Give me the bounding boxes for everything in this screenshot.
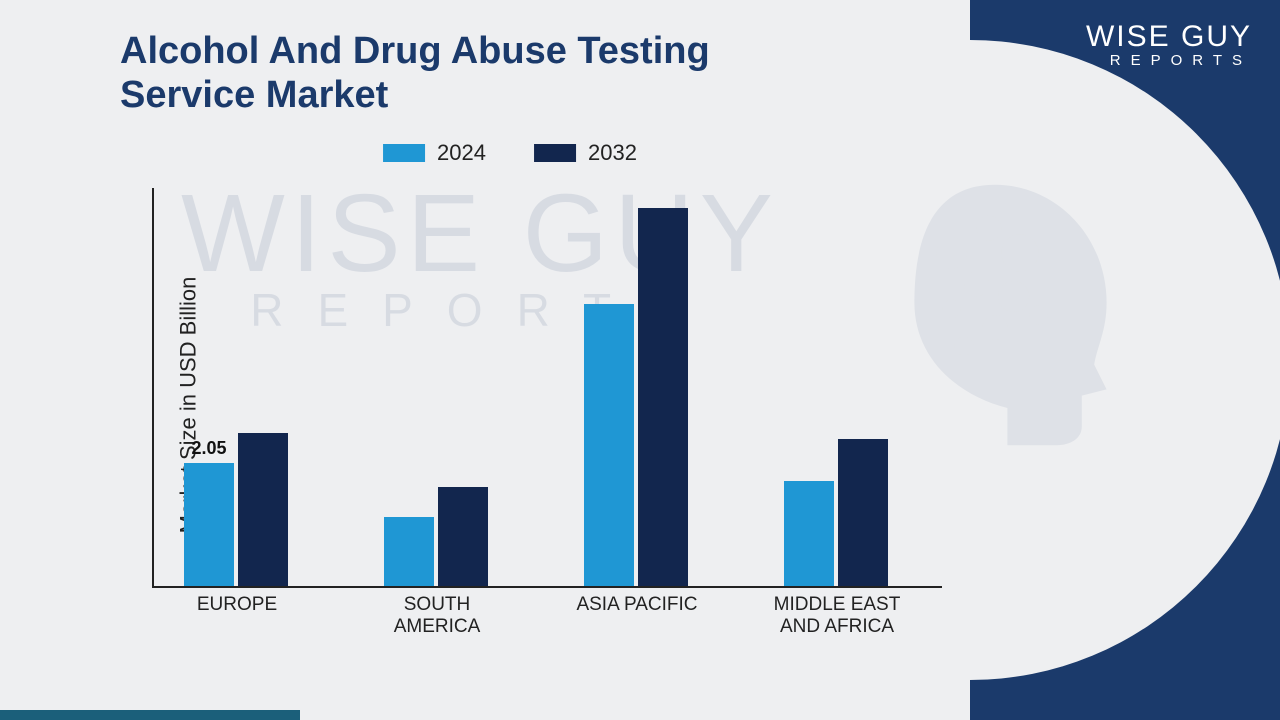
brand-line2: REPORTS — [1086, 52, 1252, 69]
brand-line1: WISE GUY — [1086, 20, 1252, 54]
bar-2024 — [384, 517, 434, 586]
legend: 2024 2032 — [383, 140, 637, 166]
x-axis-label: MIDDLE EAST AND AFRICA — [762, 594, 912, 638]
right-panel — [970, 0, 1280, 720]
legend-label-2032: 2032 — [588, 140, 637, 166]
legend-swatch-2024 — [383, 144, 425, 162]
bar-2032 — [438, 487, 488, 586]
brand-logo: WISE GUY REPORTS — [1086, 20, 1252, 69]
legend-item-2024: 2024 — [383, 140, 486, 166]
x-axis-label: SOUTH AMERICA — [362, 594, 512, 638]
plot-region: 2.05EUROPESOUTH AMERICAASIA PACIFICMIDDL… — [152, 188, 942, 588]
bar-2024: 2.05 — [184, 463, 234, 586]
bar-2032 — [638, 208, 688, 586]
page-title: Alcohol And Drug Abuse Testing Service M… — [120, 30, 780, 117]
bar-value-label: 2.05 — [191, 438, 226, 459]
legend-item-2032: 2032 — [534, 140, 637, 166]
legend-label-2024: 2024 — [437, 140, 486, 166]
bar-2032 — [238, 433, 288, 586]
bar-2024 — [584, 304, 634, 586]
bar-2032 — [838, 439, 888, 586]
x-axis-label: ASIA PACIFIC — [562, 594, 712, 616]
legend-swatch-2032 — [534, 144, 576, 162]
chart-area: Market Size in USD Billion 2024 2032 2.0… — [60, 140, 960, 670]
x-axis-label: EUROPE — [162, 594, 312, 616]
page-root: WISE GUY REPORTS WISE GUY REPORTS Alcoho… — [0, 0, 1280, 720]
bottom-accent-bar — [0, 710, 300, 720]
bar-2024 — [784, 481, 834, 586]
